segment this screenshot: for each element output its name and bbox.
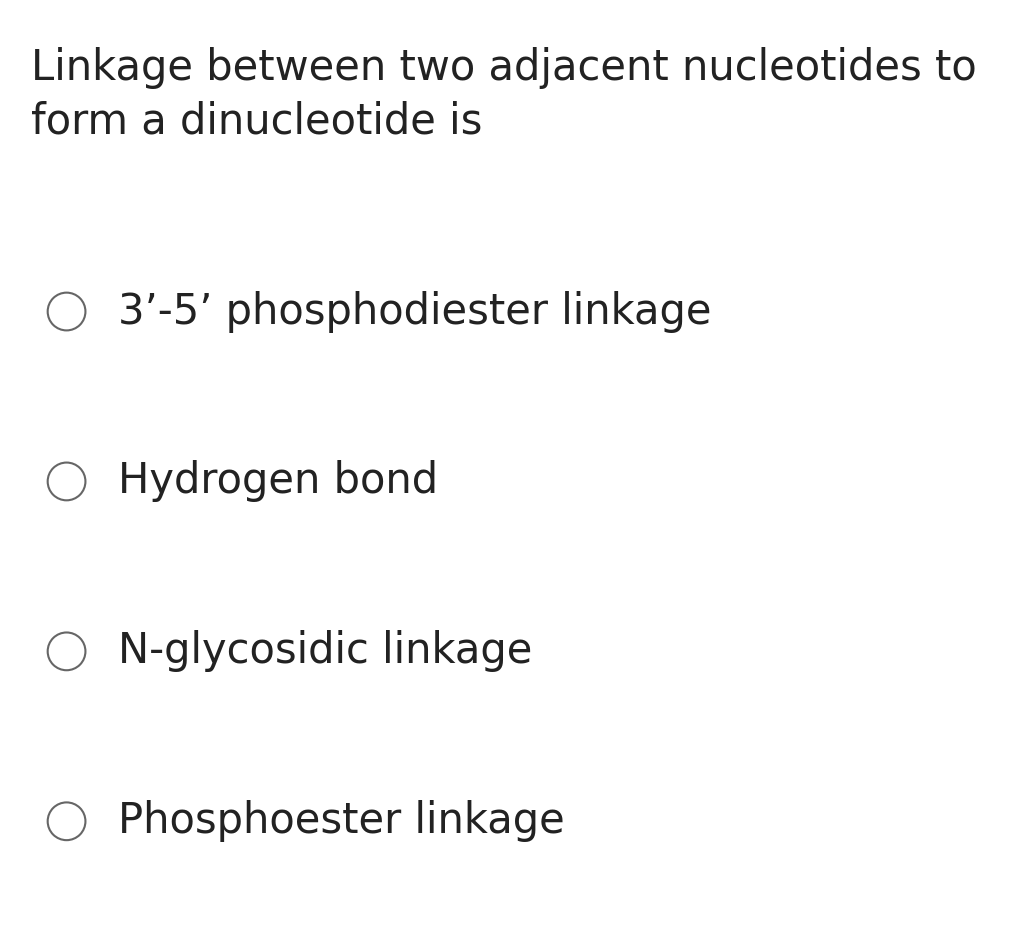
Text: N-glycosidic linkage: N-glycosidic linkage [118, 631, 532, 672]
Ellipse shape [48, 293, 85, 330]
Text: Phosphoester linkage: Phosphoester linkage [118, 801, 564, 842]
Ellipse shape [48, 463, 85, 500]
Text: Hydrogen bond: Hydrogen bond [118, 461, 438, 502]
Text: Linkage between two adjacent nucleotides to
form a dinucleotide is: Linkage between two adjacent nucleotides… [31, 47, 977, 143]
Ellipse shape [48, 802, 85, 840]
Text: 3’-5’ phosphodiester linkage: 3’-5’ phosphodiester linkage [118, 291, 712, 332]
Ellipse shape [48, 632, 85, 670]
